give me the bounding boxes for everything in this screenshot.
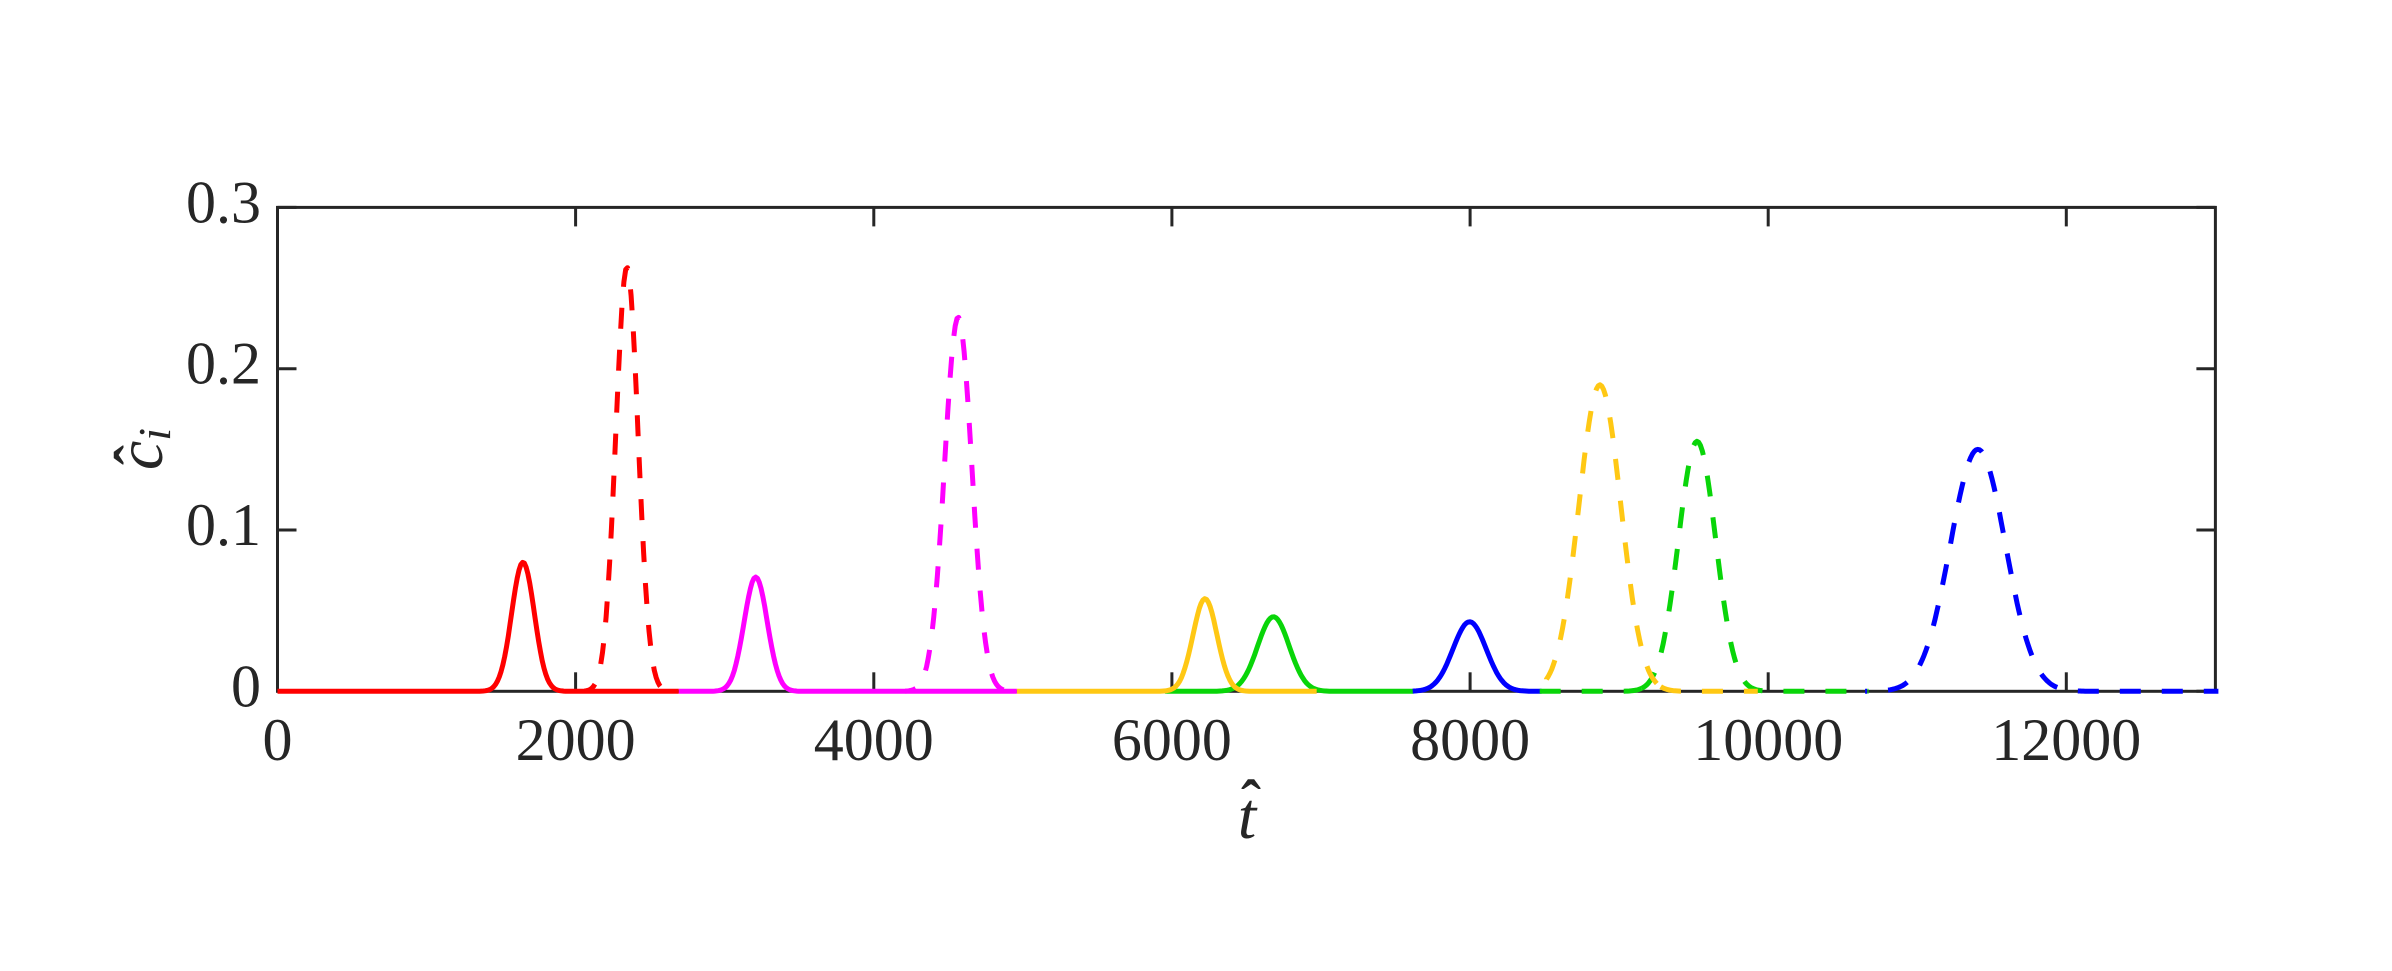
svg-text:2000: 2000: [516, 707, 636, 773]
svg-text:0: 0: [263, 707, 293, 773]
svg-text:8000: 8000: [1410, 707, 1530, 773]
svg-text:0.3: 0.3: [186, 169, 261, 235]
svg-text:t: t: [1238, 780, 1258, 853]
svg-text:ˆ: ˆ: [1241, 769, 1261, 835]
svg-text:0.2: 0.2: [186, 331, 261, 397]
svg-text:0: 0: [231, 653, 261, 719]
svg-text:6000: 6000: [1112, 707, 1232, 773]
svg-text:0.1: 0.1: [186, 492, 261, 558]
svg-text:10000: 10000: [1693, 707, 1843, 773]
svg-text:ˆ: ˆ: [104, 445, 170, 465]
svg-text:4000: 4000: [814, 707, 934, 773]
svg-text:12000: 12000: [1991, 707, 2141, 773]
